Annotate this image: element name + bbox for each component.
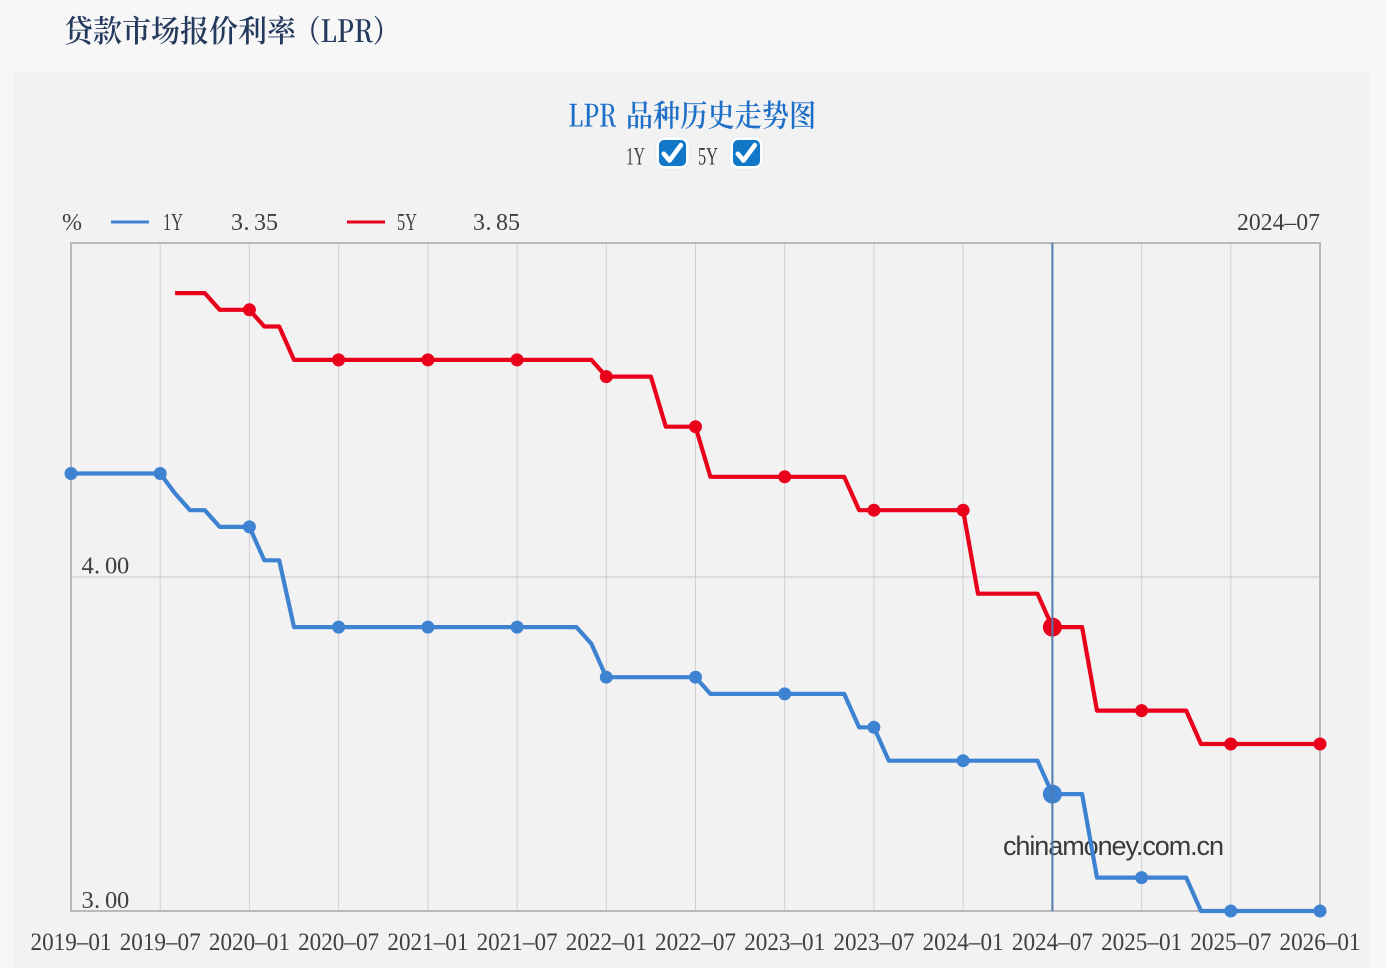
svg-text:1Y: 1Y <box>626 144 645 171</box>
svg-text:3.00: 3.00 <box>82 887 130 914</box>
svg-text:2022–07: 2022–07 <box>655 927 736 956</box>
svg-text:5Y: 5Y <box>397 210 417 236</box>
svg-text:2025–01: 2025–01 <box>1101 927 1182 956</box>
svg-text:2024–07: 2024–07 <box>1012 927 1093 956</box>
svg-text:chinamoney.com.cn: chinamoney.com.cn <box>1003 831 1224 861</box>
svg-text:3.85: 3.85 <box>473 210 520 236</box>
svg-text:%: % <box>62 210 82 236</box>
svg-text:2020–01: 2020–01 <box>209 927 290 956</box>
svg-text:2024–01: 2024–01 <box>923 927 1004 956</box>
svg-text:4.00: 4.00 <box>82 553 130 580</box>
svg-text:1Y: 1Y <box>163 210 183 236</box>
svg-text:2025–07: 2025–07 <box>1190 927 1271 956</box>
svg-text:2024–07: 2024–07 <box>1237 210 1320 236</box>
svg-text:2019–01: 2019–01 <box>31 927 112 956</box>
svg-text:2019–07: 2019–07 <box>120 927 201 956</box>
svg-text:2023–01: 2023–01 <box>744 927 825 956</box>
svg-text:2023–07: 2023–07 <box>833 927 914 956</box>
svg-text:2026–01: 2026–01 <box>1280 927 1361 956</box>
svg-text:2022–01: 2022–01 <box>566 927 647 956</box>
svg-text:2021–01: 2021–01 <box>387 927 468 956</box>
svg-text:2020–07: 2020–07 <box>298 927 379 956</box>
svg-text:2021–07: 2021–07 <box>477 927 558 956</box>
svg-text:3.35: 3.35 <box>231 210 278 236</box>
svg-text:5Y: 5Y <box>698 144 718 171</box>
